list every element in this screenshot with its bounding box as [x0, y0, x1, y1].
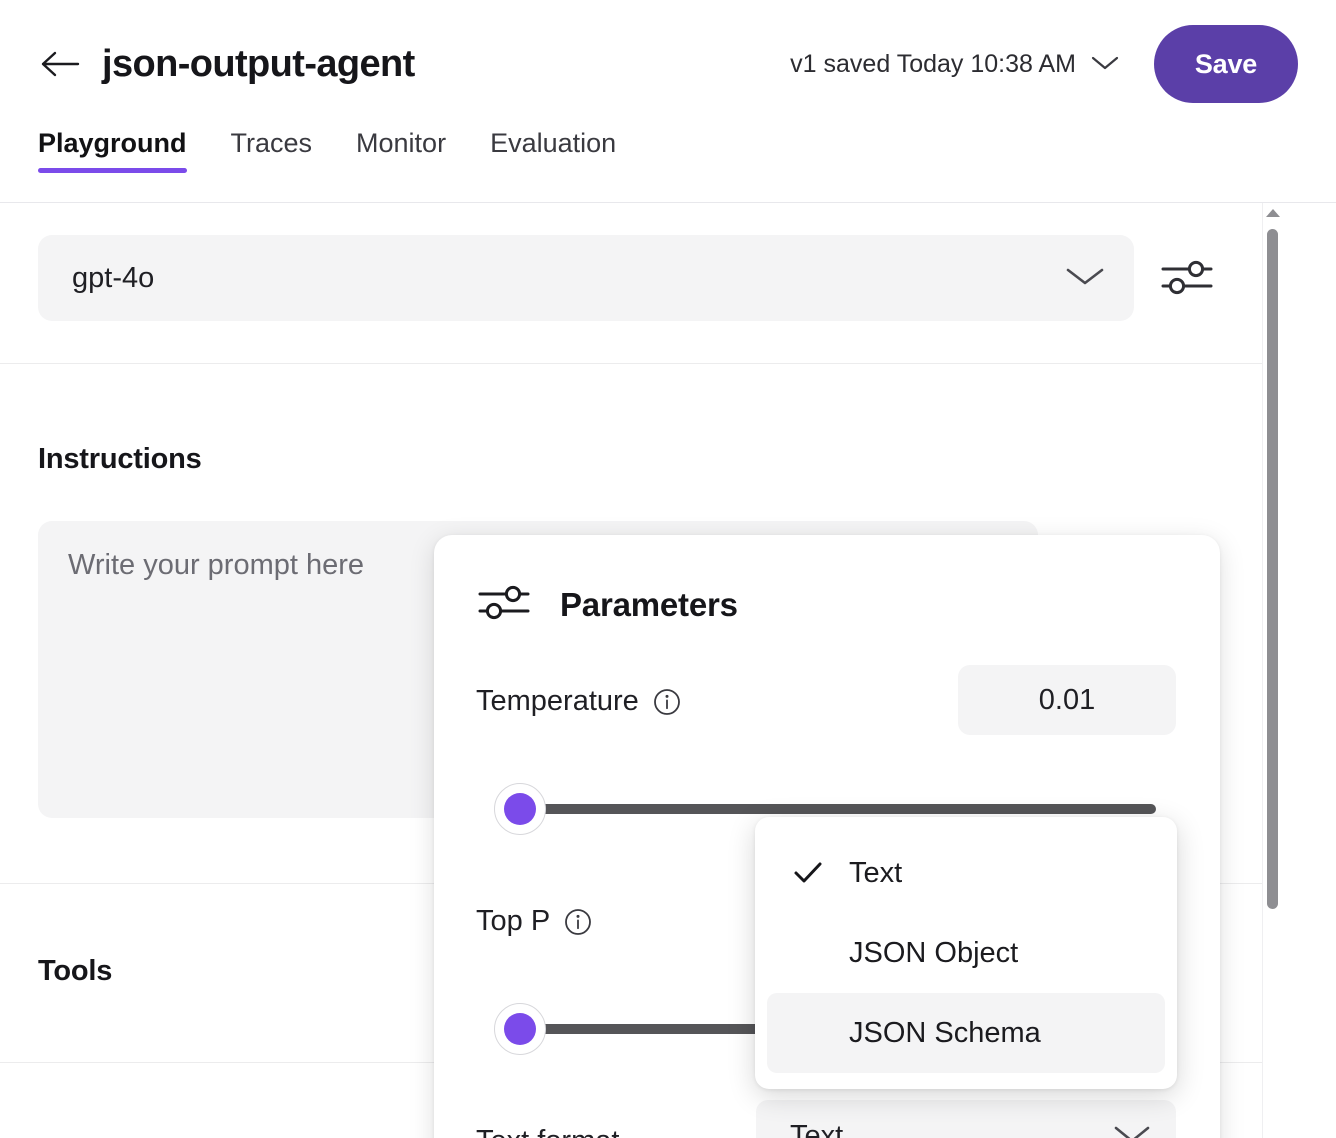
tools-heading: Tools: [38, 955, 113, 987]
model-select-value: gpt-4o: [72, 261, 155, 294]
sliders-icon: [476, 581, 532, 628]
info-icon[interactable]: [564, 908, 592, 936]
dropdown-option-label: JSON Object: [849, 936, 1019, 969]
dropdown-option-label: Text: [849, 856, 903, 889]
info-icon[interactable]: [653, 688, 681, 716]
text-format-select-value: Text: [790, 1120, 844, 1138]
parameters-title: Parameters: [560, 585, 738, 623]
version-status-dropdown[interactable]: v1 saved Today 10:38 AM: [790, 50, 1120, 79]
temperature-label-group: Temperature: [476, 685, 681, 718]
back-arrow-icon[interactable]: [38, 42, 82, 86]
tab-monitor[interactable]: Monitor: [356, 128, 447, 158]
section-divider-top: [0, 363, 1280, 364]
text-format-label: Text format: [476, 1125, 619, 1138]
dropdown-option-label: JSON Schema: [849, 1016, 1041, 1049]
dropdown-option-json-object[interactable]: JSON Object: [767, 913, 1165, 993]
top-p-label-group: Top P: [476, 905, 592, 938]
temperature-label: Temperature: [476, 685, 639, 717]
parameters-header: Parameters: [476, 581, 738, 628]
save-button[interactable]: Save: [1154, 25, 1298, 103]
chevron-down-icon: [1112, 1122, 1152, 1138]
dropdown-option-json-schema[interactable]: JSON Schema: [767, 993, 1165, 1073]
app-header: json-output-agent v1 saved Today 10:38 A…: [0, 0, 1336, 128]
temperature-slider-track: [496, 804, 1156, 814]
instructions-heading: Instructions: [38, 443, 202, 475]
tab-bar: Playground Traces Monitor Evaluation: [0, 128, 1336, 204]
page-title: json-output-agent: [102, 42, 415, 85]
tab-playground[interactable]: Playground: [38, 128, 187, 181]
check-icon: [793, 858, 823, 888]
chevron-down-icon: [1090, 50, 1120, 79]
temperature-slider-knob[interactable]: [494, 783, 546, 835]
sliders-icon: [1159, 256, 1215, 301]
model-select[interactable]: gpt-4o: [38, 235, 1134, 321]
temperature-slider[interactable]: [494, 782, 1156, 836]
top-p-label: Top P: [476, 905, 551, 937]
scrollbar-thumb[interactable]: [1267, 229, 1278, 909]
header-actions: v1 saved Today 10:38 AM Save: [790, 25, 1298, 103]
text-format-select[interactable]: Text: [756, 1100, 1176, 1138]
version-status-label: v1 saved Today 10:38 AM: [790, 49, 1076, 78]
tab-bar-divider: [0, 202, 1336, 203]
temperature-value-input[interactable]: [958, 665, 1176, 735]
model-row: gpt-4o: [38, 235, 1218, 321]
tab-evaluation[interactable]: Evaluation: [490, 128, 617, 158]
parameters-toggle-button[interactable]: [1156, 247, 1218, 309]
tab-traces[interactable]: Traces: [230, 128, 313, 158]
caret-up-icon[interactable]: [1265, 209, 1280, 217]
chevron-down-icon: [1064, 264, 1106, 293]
playground-content: gpt-4o Instruction: [0, 203, 1280, 1138]
content-scrollbar[interactable]: [1262, 203, 1282, 1138]
top-p-slider-knob[interactable]: [494, 1003, 546, 1055]
dropdown-option-text[interactable]: Text: [767, 833, 1165, 913]
text-format-dropdown-menu: Text JSON Object JSON Schema: [755, 817, 1177, 1089]
